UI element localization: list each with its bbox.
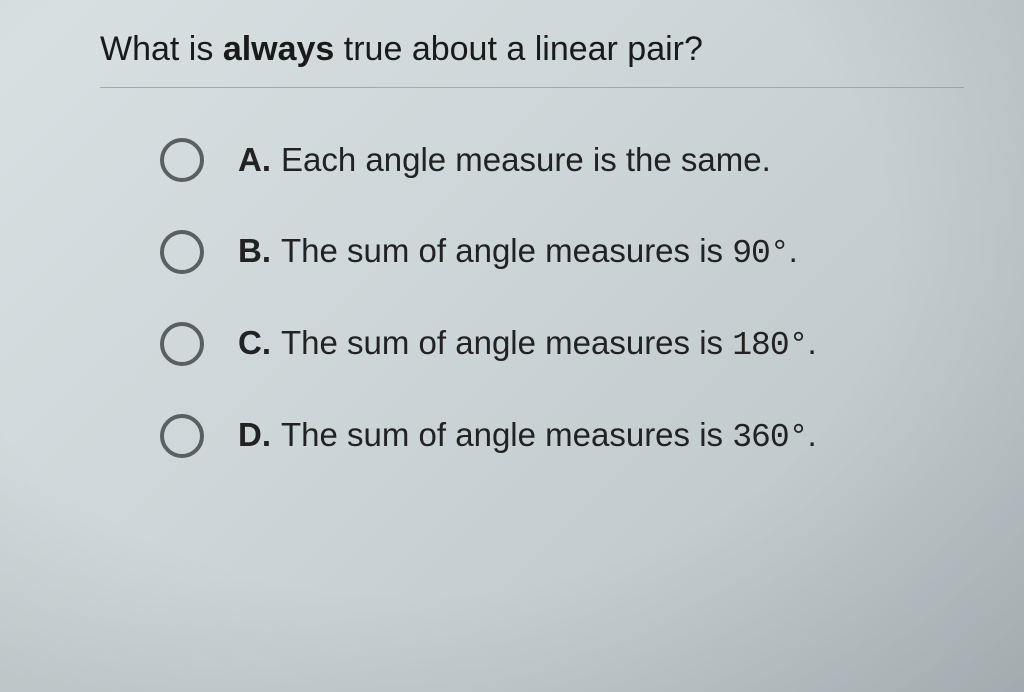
option-c-post: . <box>807 324 816 361</box>
option-b-letter: B. <box>238 232 271 270</box>
radio-b[interactable] <box>160 230 204 274</box>
option-d-value: 360° <box>732 419 807 456</box>
option-d-pre: The sum of angle measures is <box>281 416 732 453</box>
divider <box>100 87 964 88</box>
question-bold: always <box>223 30 335 68</box>
radio-a[interactable] <box>160 138 204 182</box>
option-b-post: . <box>789 232 798 269</box>
option-c-text: C. The sum of angle measures is 180°. <box>238 324 817 364</box>
options-list: A. Each angle measure is the same. B. Th… <box>100 138 1024 458</box>
option-b-value: 90° <box>732 235 788 272</box>
question-pre: What is <box>100 30 223 68</box>
radio-d[interactable] <box>160 414 204 458</box>
option-a[interactable]: A. Each angle measure is the same. <box>160 138 1024 182</box>
question-text: What is always true about a linear pair? <box>100 30 1024 69</box>
option-c[interactable]: C. The sum of angle measures is 180°. <box>160 322 1024 366</box>
option-c-value: 180° <box>732 327 807 364</box>
option-a-letter: A. <box>238 141 271 179</box>
option-a-text: A. Each angle measure is the same. <box>238 141 771 179</box>
option-d-text: D. The sum of angle measures is 360°. <box>238 416 817 456</box>
option-d[interactable]: D. The sum of angle measures is 360°. <box>160 414 1024 458</box>
quiz-container: What is always true about a linear pair?… <box>0 0 1024 458</box>
option-a-body: Each angle measure is the same. <box>281 141 771 179</box>
option-d-letter: D. <box>238 416 271 454</box>
option-c-pre: The sum of angle measures is <box>281 324 732 361</box>
radio-c[interactable] <box>160 322 204 366</box>
option-b-text: B. The sum of angle measures is 90°. <box>238 232 798 272</box>
option-c-letter: C. <box>238 324 271 362</box>
option-d-post: . <box>807 416 816 453</box>
option-b[interactable]: B. The sum of angle measures is 90°. <box>160 230 1024 274</box>
option-b-pre: The sum of angle measures is <box>281 232 732 269</box>
question-post: true about a linear pair? <box>334 30 703 68</box>
